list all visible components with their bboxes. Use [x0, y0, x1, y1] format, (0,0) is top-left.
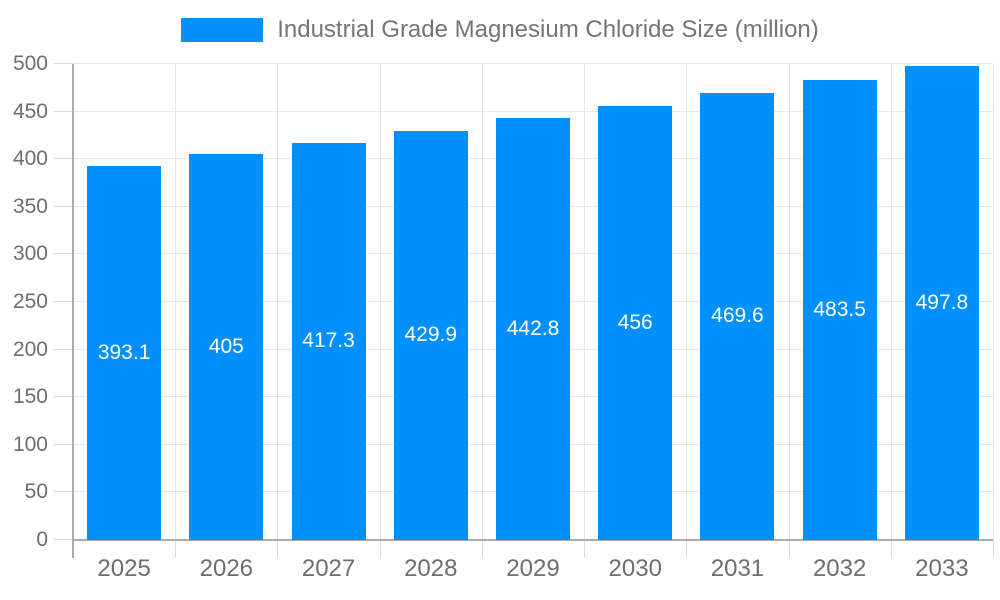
x-tick-mark — [788, 540, 790, 558]
x-axis-tick-label: 2025 — [97, 555, 151, 582]
x-axis-labels: 2025 2026 2027 2028 2029 2030 2031 2032 2033 — [73, 554, 993, 586]
gridline-h — [73, 63, 993, 64]
bar-2027[interactable]: 417.3 — [291, 142, 366, 540]
x-tick-mark — [584, 540, 586, 558]
bar-value-label: 483.5 — [813, 297, 866, 321]
bar-2030[interactable]: 456 — [598, 105, 673, 540]
bar-value-label: 469.6 — [711, 304, 764, 328]
x-axis-tick-label: 2030 — [608, 555, 662, 582]
x-axis-tick-label: 2031 — [710, 555, 765, 582]
x-axis-tick-label: 2028 — [404, 555, 458, 582]
bar-2031[interactable]: 469.6 — [700, 92, 775, 540]
y-axis-tick-label: 100 — [12, 432, 48, 456]
y-axis-tick-label: 150 — [12, 385, 48, 409]
x-axis-line — [73, 539, 993, 541]
gridline-v — [379, 64, 381, 540]
y-axis-tick-label: 0 — [36, 528, 48, 551]
y-axis-line — [72, 64, 74, 558]
y-axis-tick-label: 400 — [12, 147, 48, 171]
bar-value-label: 393.1 — [97, 340, 151, 364]
bar-2028[interactable]: 429.9 — [393, 130, 468, 540]
gridline-v — [993, 64, 994, 540]
x-axis-tick-label: 2027 — [301, 555, 356, 582]
y-tick-mark — [53, 443, 73, 445]
x-axis-tick-label: 2033 — [915, 555, 969, 582]
bar-2026[interactable]: 405 — [189, 154, 264, 540]
y-axis-tick-label: 200 — [12, 337, 48, 361]
y-axis-tick-label: 250 — [12, 290, 48, 313]
gridline-v — [686, 64, 688, 540]
plot-area: 393.1 405 417.3 429.9 442.8 456 469.6 483.5 497.… — [53, 63, 994, 558]
gridline-v — [481, 64, 483, 540]
gridline-v — [277, 64, 279, 540]
gridline-v — [890, 64, 892, 540]
y-axis-tick-label: 450 — [12, 99, 48, 123]
legend[interactable]: Industrial Grade Magnesium Chloride Size… — [0, 16, 1000, 44]
y-tick-mark — [53, 348, 73, 350]
y-tick-mark — [53, 110, 73, 112]
bar-2025[interactable]: 393.1 — [87, 165, 162, 540]
bar-2033[interactable]: 497.8 — [904, 66, 979, 540]
y-axis-tick-label: 350 — [12, 194, 48, 218]
y-tick-mark — [53, 253, 73, 255]
bar-value-label: 442.8 — [506, 317, 560, 341]
y-tick-mark — [53, 205, 73, 207]
x-tick-mark — [175, 540, 177, 558]
y-tick-mark — [53, 396, 73, 398]
gridline-v — [584, 64, 586, 540]
x-axis-tick-label: 2029 — [506, 555, 560, 582]
y-tick-mark — [53, 158, 73, 160]
legend-label: Industrial Grade Magnesium Chloride Size… — [277, 16, 819, 43]
bar-value-label: 417.3 — [302, 329, 355, 353]
bar-2029[interactable]: 442.8 — [496, 118, 570, 540]
x-axis-tick-label: 2032 — [812, 555, 867, 582]
x-tick-mark — [890, 540, 892, 558]
x-tick-mark — [686, 540, 688, 558]
y-tick-mark — [53, 63, 73, 64]
x-tick-mark — [993, 540, 994, 558]
y-tick-mark — [53, 539, 73, 540]
bar-2032[interactable]: 483.5 — [802, 79, 877, 540]
y-tick-mark — [53, 301, 73, 302]
x-tick-mark — [379, 540, 381, 558]
y-axis-tick-label: 50 — [24, 480, 48, 504]
bar-value-label: 497.8 — [915, 291, 969, 315]
gridline-h — [73, 110, 993, 112]
legend-swatch — [181, 18, 264, 42]
x-tick-mark — [277, 540, 279, 558]
y-tick-mark — [53, 491, 73, 493]
y-axis-tick-label: 500 — [12, 52, 48, 75]
x-tick-mark — [481, 540, 483, 558]
gridline-v — [788, 64, 790, 540]
y-axis-tick-label: 300 — [12, 242, 48, 266]
gridline-v — [175, 64, 177, 540]
bar-value-label: 456 — [617, 310, 653, 334]
x-axis-tick-label: 2026 — [199, 555, 254, 582]
y-axis-labels: 0 50 100 150 200 250 300 350 400 450 500 — [0, 52, 48, 551]
bar-value-label: 405 — [208, 335, 244, 359]
bar-value-label: 429.9 — [404, 323, 458, 347]
